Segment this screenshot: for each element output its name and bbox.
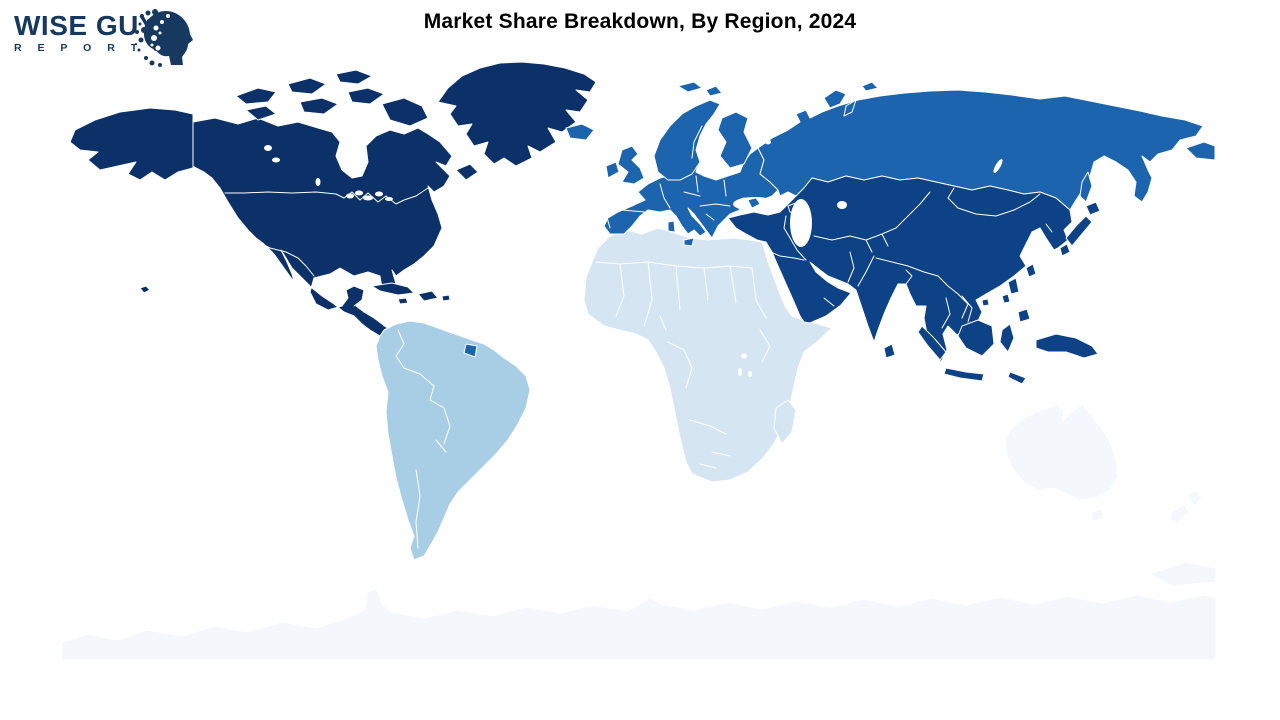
franz-josef-land [861,81,879,92]
border-india-china [875,257,939,285]
logo-subtitle: R E P O R T S [14,42,167,54]
borneo [957,319,995,357]
canada-usa-mexico-mainland [192,117,453,343]
lake-michigan [355,190,363,196]
uk [617,145,645,185]
caspian-sea [790,199,812,247]
new-zealand-south [1169,503,1190,523]
country-borders [224,125,1053,549]
puerto-rico [441,294,451,302]
hainan [981,298,990,307]
scandinavia [653,99,721,181]
sumatra [917,325,947,361]
taiwan [1025,263,1037,278]
chukotka-edge [1185,141,1216,161]
newfoundland [455,163,479,181]
philippines-visayas [1001,293,1011,304]
crimea [747,197,761,209]
sicily [683,237,695,247]
sardinia [667,220,676,233]
finland [717,111,753,169]
border-mongolia [947,187,1041,217]
border-us-canada [224,187,429,205]
timor [1007,371,1027,385]
new-guinea [1035,333,1099,359]
border-south-america [395,329,451,549]
australia [1004,403,1119,501]
head-profile [143,11,193,65]
java [943,367,985,382]
region-north-america [69,61,597,343]
region-south-america [375,320,531,561]
lake-erie [375,191,383,197]
sri-lanka [883,343,896,359]
arctic-island [335,69,373,85]
lake-malawi [748,371,752,377]
arctic-island [235,87,277,105]
novaya-zemlya [823,89,847,109]
region-oceania [1004,403,1203,523]
aral-sea [837,201,847,209]
border-korea-china [1045,223,1053,233]
iceland [565,123,595,141]
lake-winnipeg [315,178,321,186]
region-africa [583,227,833,483]
logo-text: WISE GUY R E P O R T S [14,10,167,55]
japan-honshu [1065,215,1093,247]
arctic-island [299,97,339,115]
svalbard [705,85,723,97]
great-slave-lake [272,157,280,163]
page-title: Market Share Breakdown, By Region, 2024 [423,10,857,33]
border-us-mexico [249,237,315,277]
greenland [437,61,597,167]
philippines-luzon [1007,277,1020,295]
jamaica [397,297,409,305]
lake-huron [363,195,373,201]
lake-ladoga [765,139,771,145]
sulawesi [999,323,1015,353]
lake-victoria [741,353,747,359]
sakhalin [1079,171,1093,203]
border-middle-east [765,215,835,319]
logo-wordmark: WISE GUY [14,10,159,41]
asia-mainland [727,175,1073,363]
wise-guy-reports-logo: WISE GUY R E P O R T S [14,6,214,68]
cuba [371,282,415,296]
french-guiana [463,343,478,358]
lake-tanganyika [738,368,742,376]
border-central-america [353,299,391,327]
new-zealand-north [1187,489,1203,507]
great-bear-lake [264,145,272,151]
baffin-island [381,97,429,127]
tasmania [1091,508,1105,522]
south-america-mainland [375,320,531,561]
philippines-mindanao [1017,308,1031,323]
border-africa [595,261,771,469]
alaska [69,107,194,181]
antarctic-island [1149,561,1217,587]
border-europe [605,125,731,229]
japan-kyushu [1059,243,1071,257]
lake-baikal [993,158,1003,174]
arctic-island [245,105,277,121]
border-central-asia [813,191,931,287]
arctic-island [287,77,327,95]
logo-head-icon [135,9,193,67]
region-antarctica [61,561,1217,661]
japan-hokkaido [1085,201,1101,216]
hawaii [139,285,151,294]
border-indochina [937,275,973,329]
region-asia-pacific [727,175,1101,385]
madagascar [773,399,797,445]
antarctica [61,587,1217,661]
ireland [605,161,620,179]
crimea-patch [747,197,761,209]
novaya-zemlya [843,99,857,117]
svalbard [677,81,703,93]
arctic-island [347,87,385,105]
hispaniola [417,290,439,302]
